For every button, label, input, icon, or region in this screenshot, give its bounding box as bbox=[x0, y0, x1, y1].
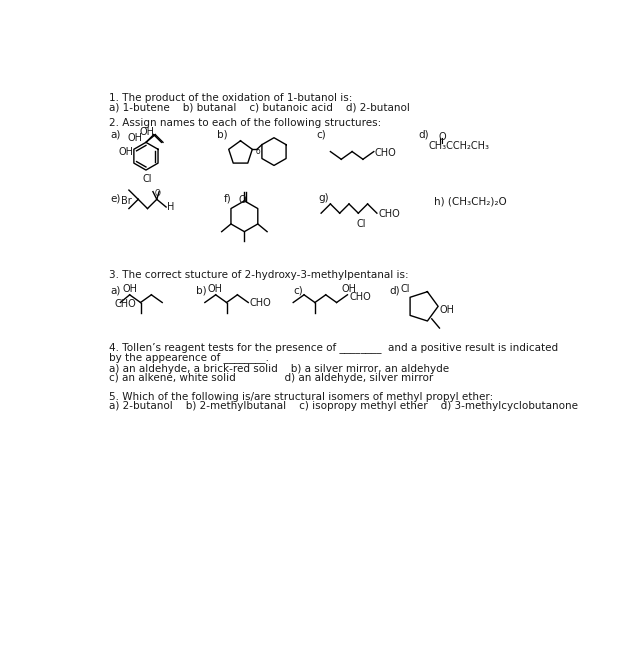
Text: H: H bbox=[167, 203, 174, 213]
Text: 5. Which of the following is/are structural isomers of methyl propyl ether:: 5. Which of the following is/are structu… bbox=[109, 392, 493, 402]
Text: a): a) bbox=[110, 129, 121, 139]
Text: Cl: Cl bbox=[142, 174, 152, 184]
Text: O: O bbox=[238, 195, 246, 205]
Text: 2. Assign names to each of the following structures:: 2. Assign names to each of the following… bbox=[109, 117, 381, 127]
Text: 4. Tollen’s reagent tests for the presence of ________  and a positive result is: 4. Tollen’s reagent tests for the presen… bbox=[109, 343, 558, 354]
Text: c) an alkene, white solid               d) an aldehyde, silver mirror: c) an alkene, white solid d) an aldehyde… bbox=[109, 374, 433, 383]
Text: O: O bbox=[438, 131, 446, 141]
Text: OH: OH bbox=[128, 133, 142, 143]
Text: d): d) bbox=[389, 286, 400, 296]
Text: OH: OH bbox=[440, 305, 455, 315]
Text: e): e) bbox=[110, 193, 121, 203]
Text: Cl: Cl bbox=[400, 284, 410, 294]
Text: CHO: CHO bbox=[374, 148, 396, 158]
Text: by the appearence of ________.: by the appearence of ________. bbox=[109, 352, 269, 363]
Text: a) 2-butanol    b) 2-methylbutanal    c) isopropy methyl ether    d) 3-methylcyc: a) 2-butanol b) 2-methylbutanal c) isopr… bbox=[109, 401, 578, 411]
Text: OH: OH bbox=[123, 284, 137, 294]
Text: O: O bbox=[154, 189, 160, 197]
Text: CHO: CHO bbox=[378, 209, 400, 218]
Text: OH: OH bbox=[140, 127, 155, 137]
Text: OH: OH bbox=[341, 284, 356, 294]
Text: 1. The product of the oxidation of 1-butanol is:: 1. The product of the oxidation of 1-but… bbox=[109, 93, 352, 103]
Text: CHO: CHO bbox=[349, 292, 371, 302]
Text: c): c) bbox=[317, 129, 326, 139]
Text: OH: OH bbox=[118, 147, 133, 157]
Text: b): b) bbox=[217, 129, 228, 139]
Text: c): c) bbox=[293, 286, 303, 296]
Text: Br: Br bbox=[121, 196, 132, 206]
Text: CHO: CHO bbox=[114, 300, 136, 310]
Text: a) 1-butene    b) butanal    c) butanoic acid    d) 2-butanol: a) 1-butene b) butanal c) butanoic acid … bbox=[109, 102, 410, 112]
Text: g): g) bbox=[318, 193, 328, 203]
Text: CHO: CHO bbox=[250, 298, 272, 308]
Text: d): d) bbox=[419, 129, 429, 139]
Text: a): a) bbox=[110, 286, 121, 296]
Text: h) (CH₃CH₂)₂O: h) (CH₃CH₂)₂O bbox=[434, 196, 507, 206]
Text: a) an aldehyde, a brick-red solid    b) a silver mirror, an aldehyde: a) an aldehyde, a brick-red solid b) a s… bbox=[109, 364, 449, 374]
Text: OH: OH bbox=[208, 284, 223, 294]
Text: 3. The correct stucture of 2-hydroxy-3-methylpentanal is:: 3. The correct stucture of 2-hydroxy-3-m… bbox=[109, 270, 409, 280]
Text: b): b) bbox=[195, 286, 206, 296]
Text: CH₃CCH₂CH₃: CH₃CCH₂CH₃ bbox=[429, 141, 490, 150]
Text: f): f) bbox=[223, 193, 231, 203]
Text: Cl: Cl bbox=[357, 219, 366, 229]
Text: o: o bbox=[256, 147, 260, 156]
